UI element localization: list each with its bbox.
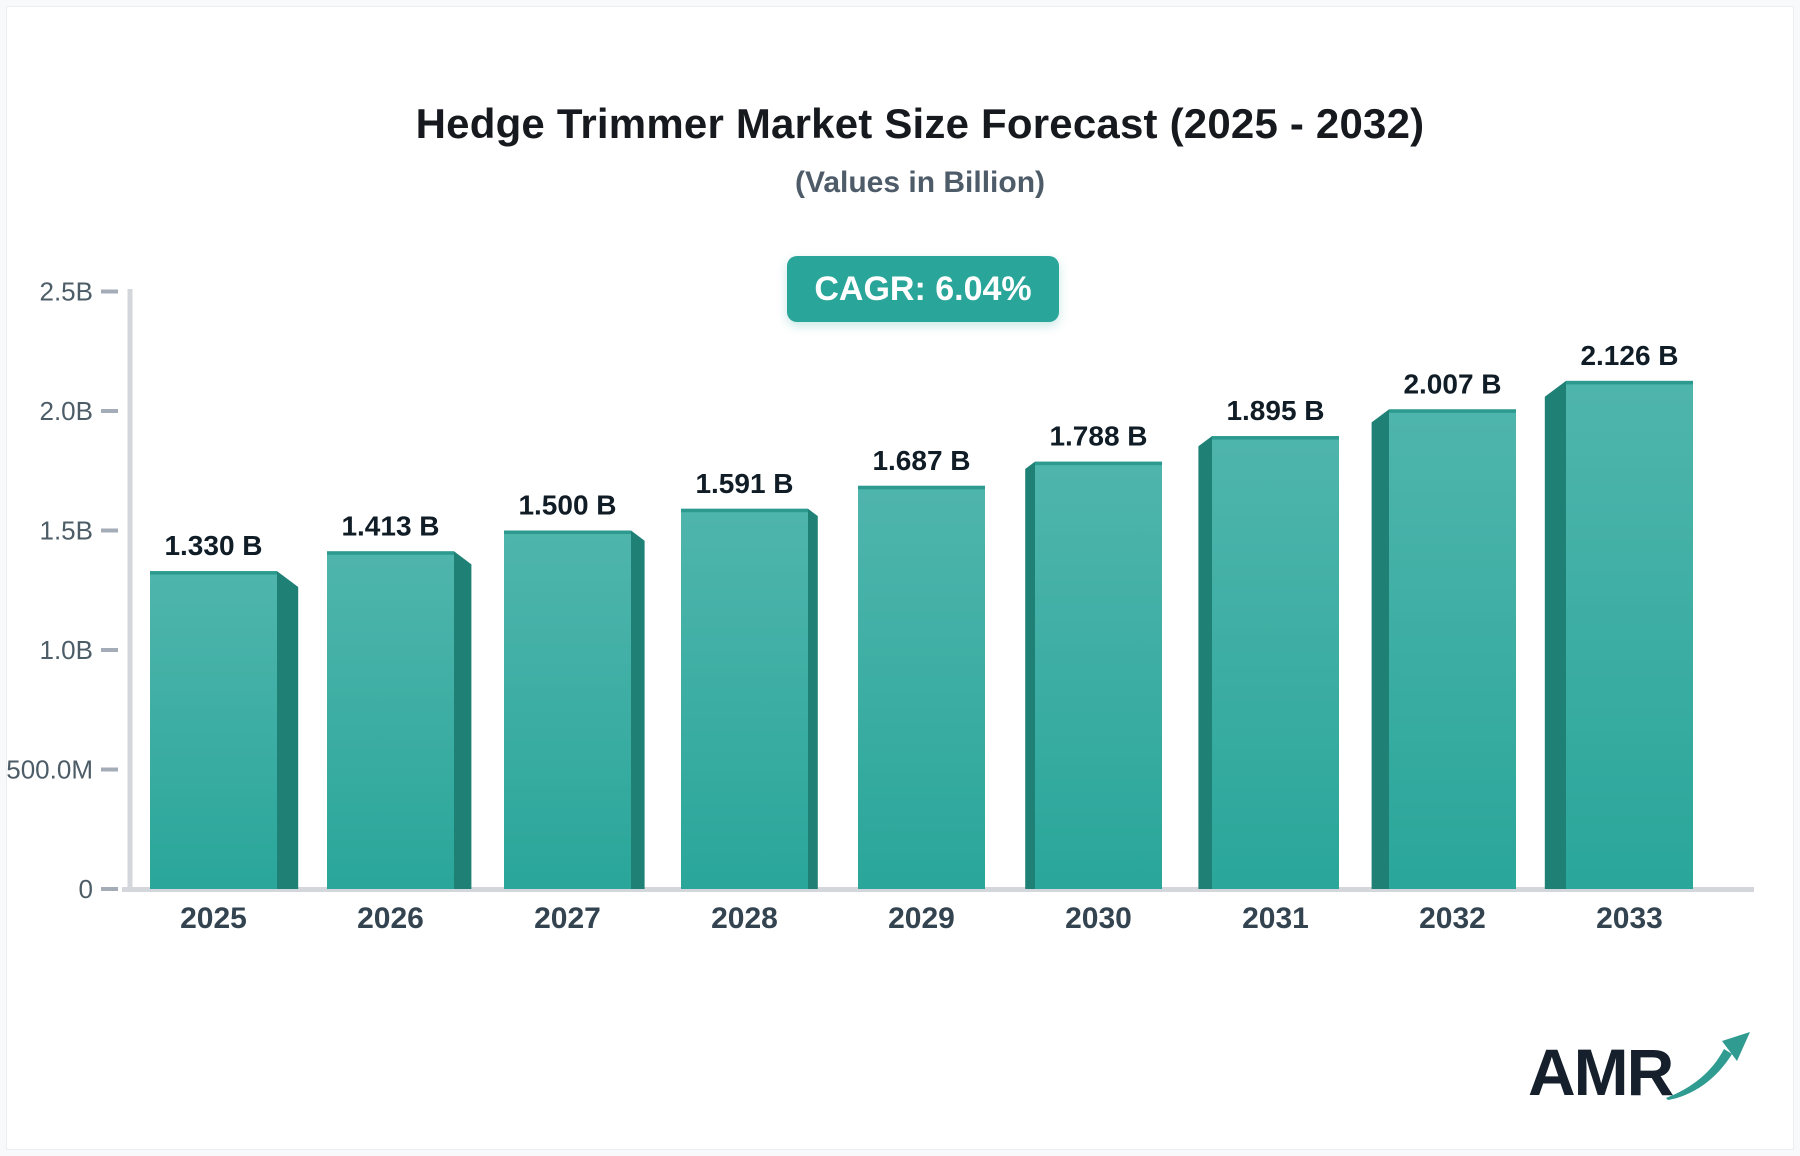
bar-value-label: 1.895 B (1226, 395, 1324, 426)
amr-logo: AMR (1528, 1028, 1758, 1128)
y-tick-mark (101, 767, 118, 772)
y-tick-label: 500.0M (6, 755, 93, 785)
bar-top-edge (858, 485, 985, 490)
x-axis-line (122, 887, 1754, 892)
x-tick-label: 2030 (1065, 902, 1132, 935)
bar-side-face (1371, 409, 1389, 889)
bar-top-edge (1566, 380, 1693, 385)
cagr-badge: CAGR: 6.04% (787, 256, 1059, 322)
bar-top-edge (504, 530, 631, 534)
x-tick-label: 2027 (534, 902, 601, 935)
bar-value-label: 1.788 B (1049, 421, 1147, 452)
bar-side-face (1544, 380, 1566, 889)
bar-value-label: 2.007 B (1403, 368, 1501, 399)
x-tick-label: 2025 (180, 902, 247, 935)
axes: 0 500.0M 1.0B 1.5B 2.0B 2.5B (6, 277, 1754, 904)
bar-2031[interactable] (1198, 436, 1339, 889)
bar-side-face (808, 508, 818, 889)
bar-value-label: 1.413 B (341, 510, 439, 541)
y-tick-label: 2.5B (40, 277, 94, 307)
bar-value-label: 2.126 B (1580, 340, 1678, 371)
bar-front-face (327, 551, 454, 889)
bar-front-face (504, 530, 631, 889)
x-tick-label: 2031 (1242, 902, 1309, 935)
cagr-badge-label: CAGR: 6.04% (814, 269, 1032, 308)
bar-side-face (277, 571, 299, 889)
x-tick-label: 2032 (1419, 902, 1486, 935)
bar-top-edge (1212, 436, 1339, 440)
bar-2030[interactable] (1025, 461, 1162, 889)
x-tick-label: 2028 (711, 902, 778, 935)
bar-value-label: 1.687 B (872, 445, 970, 476)
bar-front-face (150, 571, 277, 889)
bar-2032[interactable] (1371, 409, 1516, 889)
bar-front-face (1566, 380, 1693, 889)
bar-2025[interactable] (150, 571, 299, 889)
bar-front-face (681, 508, 808, 889)
chart-subtitle: (Values in Billion) (794, 166, 1046, 199)
bar-side-face (454, 551, 472, 889)
bar-top-edge (681, 508, 808, 513)
bar-value-label: 1.500 B (518, 490, 616, 521)
amr-logo-text: AMR (1528, 1035, 1674, 1109)
bar-2029[interactable] (858, 485, 985, 889)
bar-top-edge (150, 571, 277, 575)
x-tick-label: 2026 (357, 902, 424, 935)
y-tick-label: 0 (79, 874, 93, 904)
bar-2033[interactable] (1544, 380, 1693, 889)
x-tick-label: 2033 (1596, 902, 1663, 935)
labels: 1.330 B 2025 1.413 B 2026 1.500 B 2027 1.591 B… (164, 340, 1678, 935)
bar-top-edge (1035, 461, 1162, 466)
y-tick-mark (101, 648, 118, 652)
bar-front-face (1389, 409, 1516, 889)
y-tick-mark (101, 289, 118, 294)
bar-front-face (858, 485, 985, 889)
bar-side-face (1025, 461, 1035, 889)
bar-2027[interactable] (504, 530, 645, 890)
bar-value-label: 1.591 B (695, 468, 793, 499)
y-tick-label: 1.5B (40, 516, 94, 546)
bar-front-face (1035, 461, 1162, 889)
bar-top-edge (1389, 409, 1516, 413)
bar-side-face (1198, 436, 1212, 889)
y-tick-mark (101, 887, 118, 891)
bar-front-face (1212, 436, 1339, 889)
y-tick-label: 1.0B (40, 635, 94, 665)
y-tick-mark (101, 409, 118, 413)
y-tick-mark (101, 528, 118, 533)
bar-2028[interactable] (681, 508, 818, 889)
bar-top-edge (327, 551, 454, 555)
x-tick-label: 2029 (888, 902, 955, 935)
bar-value-label: 1.330 B (164, 530, 262, 561)
bar-2026[interactable] (327, 551, 472, 889)
chart-title: Hedge Trimmer Market Size Forecast (2025… (415, 100, 1425, 147)
y-tick-label: 2.0B (40, 396, 94, 426)
growth-arrow-icon (1666, 1032, 1750, 1100)
bars (150, 380, 1693, 890)
bar-side-face (631, 530, 645, 889)
y-axis-line (127, 289, 133, 889)
